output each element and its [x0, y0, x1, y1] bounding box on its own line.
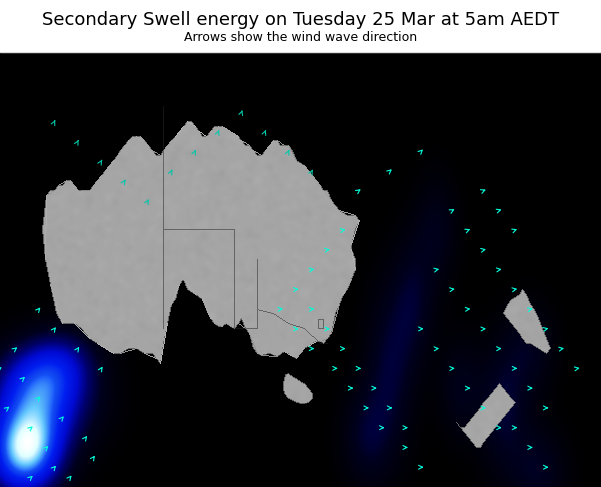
Bar [0, 0, 601, 52]
Text: Secondary Swell energy on Tuesday 25 Mar at 5am AEDT: Secondary Swell energy on Tuesday 25 Mar… [42, 11, 559, 29]
Text: Arrows show the wind wave direction: Arrows show the wind wave direction [184, 31, 417, 44]
